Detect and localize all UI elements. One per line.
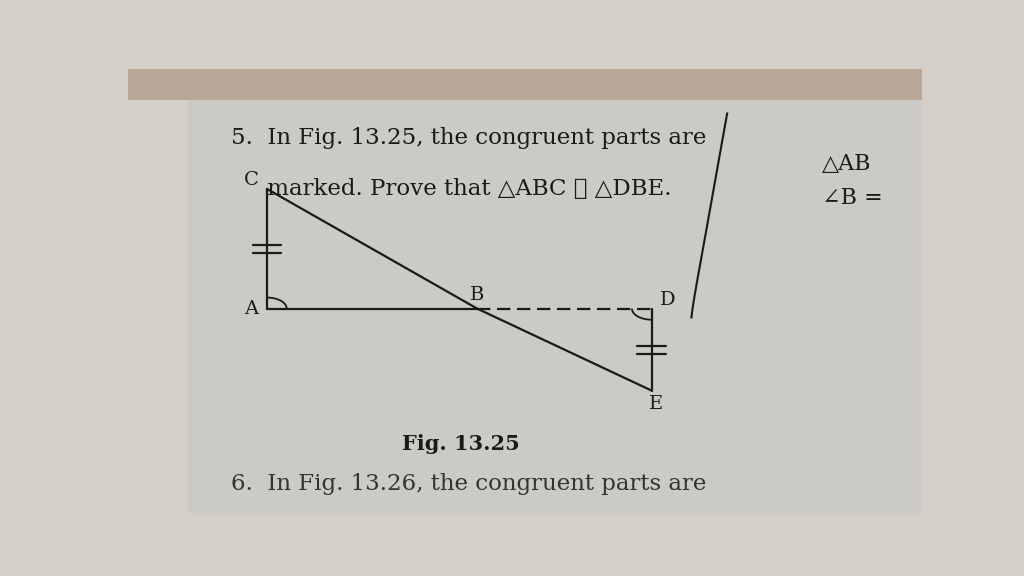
Text: B: B (470, 286, 484, 304)
Text: ∠B =: ∠B = (822, 187, 883, 209)
Text: 6.  In Fig. 13.26, the congruent parts are: 6. In Fig. 13.26, the congruent parts ar… (231, 473, 707, 495)
Bar (128, 69, 922, 100)
Text: C: C (244, 171, 258, 189)
Text: marked. Prove that △ABC ≅ △DBE.: marked. Prove that △ABC ≅ △DBE. (231, 178, 672, 200)
Text: E: E (648, 395, 663, 413)
Text: D: D (659, 291, 676, 309)
Text: A: A (244, 300, 258, 317)
Text: Fig. 13.25: Fig. 13.25 (402, 434, 520, 454)
Text: △AB: △AB (822, 153, 871, 176)
Text: 5.  In Fig. 13.25, the congruent parts are: 5. In Fig. 13.25, the congruent parts ar… (231, 127, 707, 149)
